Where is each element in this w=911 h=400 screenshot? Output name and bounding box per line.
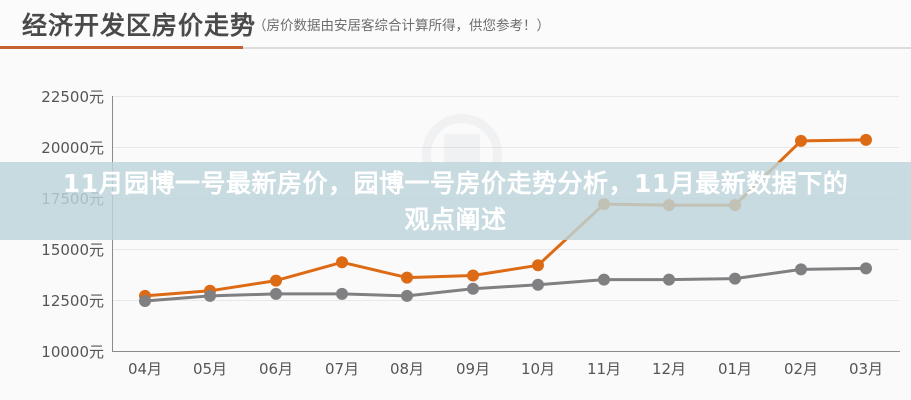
header-subtitle: （房价数据由安居客综合计算所得，供您参考！） [253, 18, 550, 34]
y-axis-tick-label: 15000元 [41, 241, 104, 259]
y-axis-tick-label: 12500元 [41, 292, 104, 310]
x-axis-tick-label: 09月 [455, 360, 491, 378]
x-axis-tick-label: 08月 [389, 360, 425, 378]
header-accent-bar [0, 46, 243, 49]
data-point[interactable] [204, 289, 216, 302]
x-axis-tick-label: 01月 [717, 360, 753, 378]
caption-band [0, 162, 911, 240]
data-point[interactable] [663, 273, 675, 286]
data-point[interactable] [729, 272, 741, 285]
y-axis-tick-label: 10000元 [41, 343, 104, 361]
data-point[interactable] [139, 295, 151, 307]
caption-text: 11月园博一号最新房价，园博一号房价走势分析，11月最新数据下的观点阐述 [62, 169, 849, 234]
x-axis-tick-label: 04月 [127, 360, 163, 378]
x-axis-tick-label: 03月 [848, 360, 884, 378]
data-point[interactable] [860, 133, 872, 146]
x-axis-tick-label: 05月 [192, 360, 228, 378]
header-divider [0, 47, 911, 49]
data-point[interactable] [401, 271, 413, 284]
y-axis-tick-label: 22500元 [41, 88, 104, 106]
gridline [112, 96, 899, 97]
x-axis-line [112, 351, 900, 352]
data-point[interactable] [270, 287, 282, 300]
data-point[interactable] [336, 256, 348, 269]
data-point[interactable] [795, 134, 807, 147]
x-axis-tick-label: 12月 [651, 360, 687, 378]
x-axis-tick-label: 07月 [324, 360, 360, 378]
card-header: 经济开发区房价走势 （房价数据由安居客综合计算所得，供您参考！） [0, 0, 911, 52]
gridline [112, 147, 899, 148]
data-point[interactable] [532, 259, 544, 272]
x-axis-labels: 04月 05月 06月 07月 08月 09月 10月 11月 12月 01月 02月 03月 [112, 358, 899, 386]
data-point[interactable] [860, 262, 872, 275]
data-point[interactable] [467, 282, 479, 295]
x-axis-tick-label: 06月 [258, 360, 294, 378]
page-title: 经济开发区房价走势 [22, 11, 257, 40]
plot-area [112, 96, 900, 352]
data-point[interactable] [401, 289, 413, 302]
y-axis-labels: 22500元20000元17500元15000元12500元10000元 [0, 88, 104, 361]
data-point[interactable] [598, 273, 610, 286]
data-point[interactable] [467, 269, 479, 282]
series-line [143, 266, 868, 303]
data-point[interactable] [795, 263, 807, 276]
data-point[interactable] [336, 287, 348, 300]
x-axis-tick-label: 10月 [520, 360, 556, 378]
y-axis-tick-label: 20000元 [41, 139, 104, 157]
x-axis-tick-label: 11月 [586, 360, 622, 378]
series-layer [139, 133, 872, 307]
gridline [112, 300, 899, 301]
x-axis-tick-label: 02月 [783, 360, 819, 378]
gridline [112, 249, 899, 250]
data-point[interactable] [532, 278, 544, 291]
data-point[interactable] [270, 274, 282, 287]
